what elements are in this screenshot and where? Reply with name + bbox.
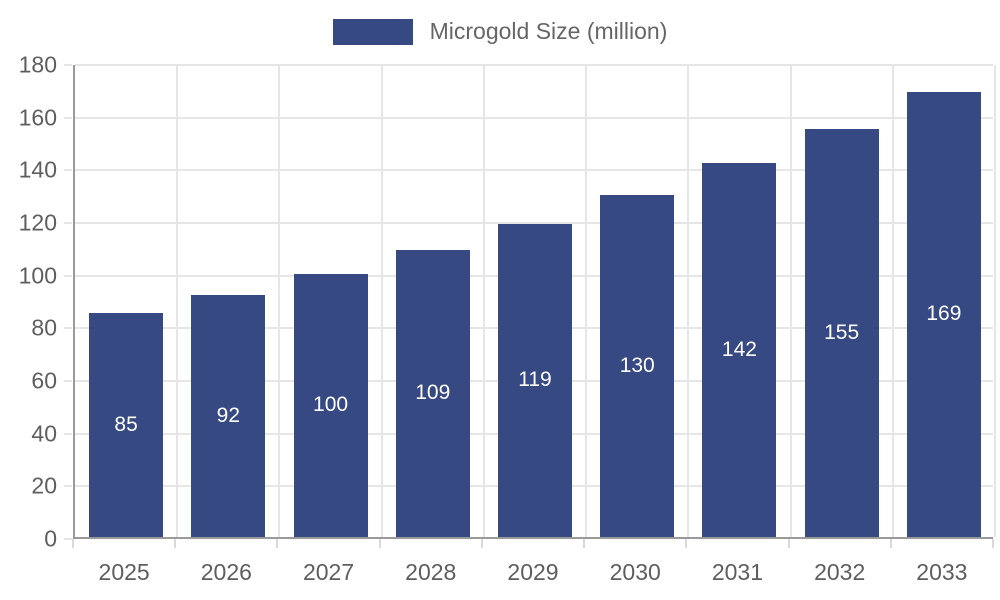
x-tick-label: 2028 xyxy=(405,559,457,585)
y-tick-label: 160 xyxy=(18,104,57,131)
legend: Microgold Size (million) xyxy=(0,18,1000,45)
x-tick-mark xyxy=(480,539,483,548)
y-tick-mark xyxy=(64,327,72,330)
x-tick-label: 2030 xyxy=(609,559,661,585)
x-tick-label: 2031 xyxy=(711,559,764,585)
bar-value-label: 92 xyxy=(216,403,240,427)
y-tick-mark xyxy=(64,64,72,66)
bar-value-label: 85 xyxy=(114,413,138,437)
bar: 130 xyxy=(600,194,675,537)
gridline-y xyxy=(75,64,993,66)
gridline-y xyxy=(75,169,993,172)
x-tick-mark xyxy=(992,539,994,548)
x-tick-label: 2033 xyxy=(916,559,968,585)
x-tick-label: 2027 xyxy=(302,559,355,585)
y-tick-label: 140 xyxy=(18,156,57,183)
x-tick-mark xyxy=(787,539,790,548)
y-tick-mark xyxy=(64,380,72,382)
bar-value-label: 100 xyxy=(313,393,349,417)
y-tick-label: 20 xyxy=(31,472,57,499)
y-tick-label: 80 xyxy=(31,314,57,341)
gridline-y xyxy=(75,116,993,119)
x-tick-label: 2025 xyxy=(98,559,150,585)
bar: 109 xyxy=(395,249,470,537)
x-tick-mark xyxy=(685,539,688,548)
y-tick-mark xyxy=(64,538,72,540)
y-tick-label: 100 xyxy=(18,262,57,289)
bar-value-label: 155 xyxy=(824,320,860,344)
gridline-x xyxy=(789,65,792,537)
y-tick-label: 180 xyxy=(18,51,57,78)
gridline-x xyxy=(482,65,485,537)
bar-value-label: 169 xyxy=(926,302,962,326)
x-tick-mark xyxy=(174,539,177,548)
y-tick-mark xyxy=(64,485,72,488)
y-tick-label: 40 xyxy=(31,420,57,447)
y-tick-mark xyxy=(64,169,72,172)
bar-value-label: 119 xyxy=(518,368,552,392)
bar-value-label: 130 xyxy=(619,353,655,377)
plot-area: 85 92 100 109 119 130 142 155 169 xyxy=(73,64,996,539)
y-tick-mark xyxy=(64,222,72,224)
x-tick-mark xyxy=(72,539,74,548)
gridline-x xyxy=(585,65,588,537)
gridline-x xyxy=(891,65,894,537)
y-tick-label: 0 xyxy=(44,525,57,552)
gridline-x xyxy=(176,65,179,537)
x-tick-mark xyxy=(276,539,279,548)
bar-value-label: 109 xyxy=(415,381,451,405)
y-tick-label: 120 xyxy=(18,209,57,236)
y-tick-mark xyxy=(64,274,72,277)
legend-swatch xyxy=(332,18,413,45)
bar-value-label: 142 xyxy=(721,338,757,362)
gridline-x xyxy=(380,65,383,537)
bar: 85 xyxy=(89,313,164,537)
x-tick-mark xyxy=(378,539,381,548)
bar: 155 xyxy=(804,128,879,537)
gridline-x xyxy=(687,65,690,537)
y-tick-label: 60 xyxy=(31,367,57,394)
gridline-x xyxy=(994,65,996,537)
x-tick-mark xyxy=(889,539,892,548)
bar: 119 xyxy=(498,223,572,537)
y-tick-mark xyxy=(64,116,72,119)
bar: 169 xyxy=(906,91,981,537)
bar: 142 xyxy=(702,163,777,537)
y-tick-mark xyxy=(64,432,72,435)
bar: 100 xyxy=(293,273,368,537)
bar: 92 xyxy=(191,294,266,537)
x-tick-label: 2032 xyxy=(814,559,866,585)
gridline-x xyxy=(278,65,281,537)
x-tick-mark xyxy=(583,539,586,548)
legend-label: Microgold Size (million) xyxy=(429,18,668,44)
gridline-y xyxy=(75,222,993,224)
x-tick-label: 2026 xyxy=(200,559,252,585)
x-tick-label: 2029 xyxy=(507,559,559,585)
